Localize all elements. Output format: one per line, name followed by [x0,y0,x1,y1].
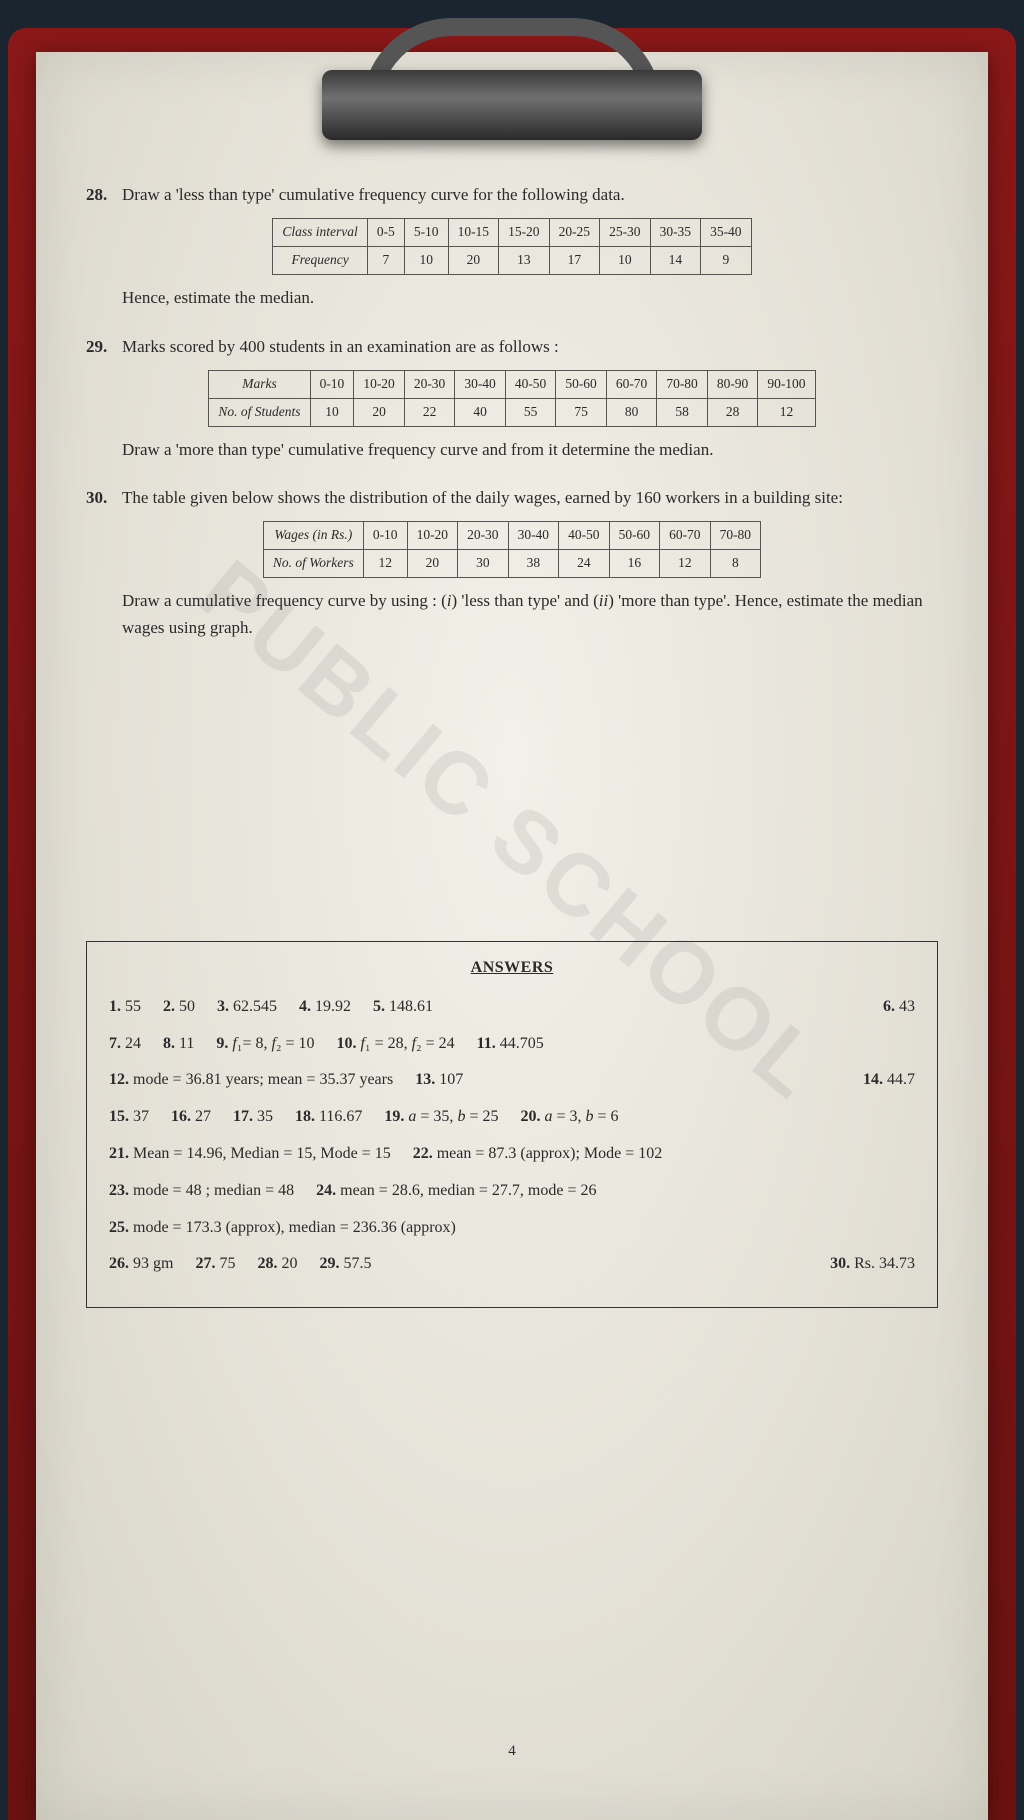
answers-row: 15. 37 16. 27 17. 35 18. 116.67 19. a = … [109,1105,915,1130]
q28-table: Class interval 0-5 5-10 10-15 15-20 20-2… [272,218,751,275]
page-number: 4 [508,1743,516,1760]
answer-item: 2. 50 [163,995,195,1020]
q29-table: Marks 0-10 10-20 20-30 30-40 40-50 50-60… [208,370,815,427]
worksheet-paper: PUBLIC SCHOOL 28. Draw a 'less than type… [36,52,988,1820]
answer-item: 18. 116.67 [295,1105,362,1130]
row-label: No. of Students [209,398,310,426]
answer-item: 30. Rs. 34.73 [830,1252,915,1277]
answer-item: 27. 75 [195,1252,235,1277]
answers-title: ANSWERS [109,956,915,981]
answer-item: 21. Mean = 14.96, Median = 15, Mode = 15 [109,1142,391,1167]
question-follow: Draw a cumulative frequency curve by usi… [122,588,938,641]
answers-row: 1. 55 2. 50 3. 62.545 4. 19.92 5. 148.61… [109,995,915,1020]
row-label: Frequency [273,247,367,275]
question-28: 28. Draw a 'less than type' cumulative f… [86,182,938,312]
answer-item: 1. 55 [109,995,141,1020]
answer-item: 10. f₁ = 28, f₂ = 24 [337,1032,455,1057]
row-label: Wages (in Rs.) [263,522,363,550]
answer-item: 24. mean = 28.6, median = 27.7, mode = 2… [316,1179,596,1204]
table-row: Marks 0-10 10-20 20-30 30-40 40-50 50-60… [209,370,815,398]
answer-item: 8. 11 [163,1032,194,1057]
row-label: No. of Workers [263,550,363,578]
q30-table: Wages (in Rs.) 0-10 10-20 20-30 30-40 40… [263,521,761,578]
table-row: Wages (in Rs.) 0-10 10-20 20-30 30-40 40… [263,522,760,550]
answers-row: 23. mode = 48 ; median = 48 24. mean = 2… [109,1179,915,1204]
question-number: 30. [86,485,114,511]
answer-item: 12. mode = 36.81 years; mean = 35.37 yea… [109,1068,393,1093]
answers-row: 25. mode = 173.3 (approx), median = 236.… [109,1216,915,1241]
question-follow: Hence, estimate the median. [122,285,938,311]
row-label: Marks [209,370,310,398]
question-text: Marks scored by 400 students in an exami… [122,334,938,360]
answer-item: 3. 62.545 [217,995,277,1020]
answer-item: 19. a = 35, b = 25 [384,1105,498,1130]
answers-row: 26. 93 gm 27. 75 28. 20 29. 57.5 30. Rs.… [109,1252,915,1277]
table-row: Frequency 7 10 20 13 17 10 14 9 [273,247,751,275]
answer-item: 7. 24 [109,1032,141,1057]
answers-row: 21. Mean = 14.96, Median = 15, Mode = 15… [109,1142,915,1167]
question-number: 29. [86,334,114,360]
answer-item: 22. mean = 87.3 (approx); Mode = 102 [413,1142,663,1167]
answer-item: 16. 27 [171,1105,211,1130]
question-text: The table given below shows the distribu… [122,485,938,511]
question-follow: Draw a 'more than type' cumulative frequ… [122,437,938,463]
table-row: No. of Students 10 20 22 40 55 75 80 58 … [209,398,815,426]
clipboard-clip [322,0,702,150]
answer-item: 23. mode = 48 ; median = 48 [109,1179,294,1204]
answers-row: 7. 24 8. 11 9. f₁= 8, f₂ = 10 10. f₁ = 2… [109,1032,915,1057]
answer-item: 15. 37 [109,1105,149,1130]
answers-row: 12. mode = 36.81 years; mean = 35.37 yea… [109,1068,915,1093]
answer-item: 25. mode = 173.3 (approx), median = 236.… [109,1216,456,1241]
answer-item: 26. 93 gm [109,1252,173,1277]
answer-item: 9. f₁= 8, f₂ = 10 [216,1032,314,1057]
answer-item: 11. 44.705 [477,1032,544,1057]
answer-item: 17. 35 [233,1105,273,1130]
question-30: 30. The table given below shows the dist… [86,485,938,641]
answer-item: 5. 148.61 [373,995,433,1020]
answers-box: ANSWERS 1. 55 2. 50 3. 62.545 4. 19.92 5… [86,941,938,1308]
answer-item: 14. 44.7 [863,1068,915,1093]
answer-item: 20. a = 3, b = 6 [520,1105,618,1130]
row-label: Class interval [273,219,367,247]
answer-item: 28. 20 [257,1252,297,1277]
question-text: Draw a 'less than type' cumulative frequ… [122,182,938,208]
question-29: 29. Marks scored by 400 students in an e… [86,334,938,464]
page-content: 28. Draw a 'less than type' cumulative f… [86,182,938,1308]
answer-item: 29. 57.5 [319,1252,371,1277]
answer-item: 6. 43 [883,995,915,1020]
table-row: No. of Workers 12 20 30 38 24 16 12 8 [263,550,760,578]
answer-item: 4. 19.92 [299,995,351,1020]
table-row: Class interval 0-5 5-10 10-15 15-20 20-2… [273,219,751,247]
answer-item: 13. 107 [415,1068,463,1093]
question-number: 28. [86,182,114,208]
